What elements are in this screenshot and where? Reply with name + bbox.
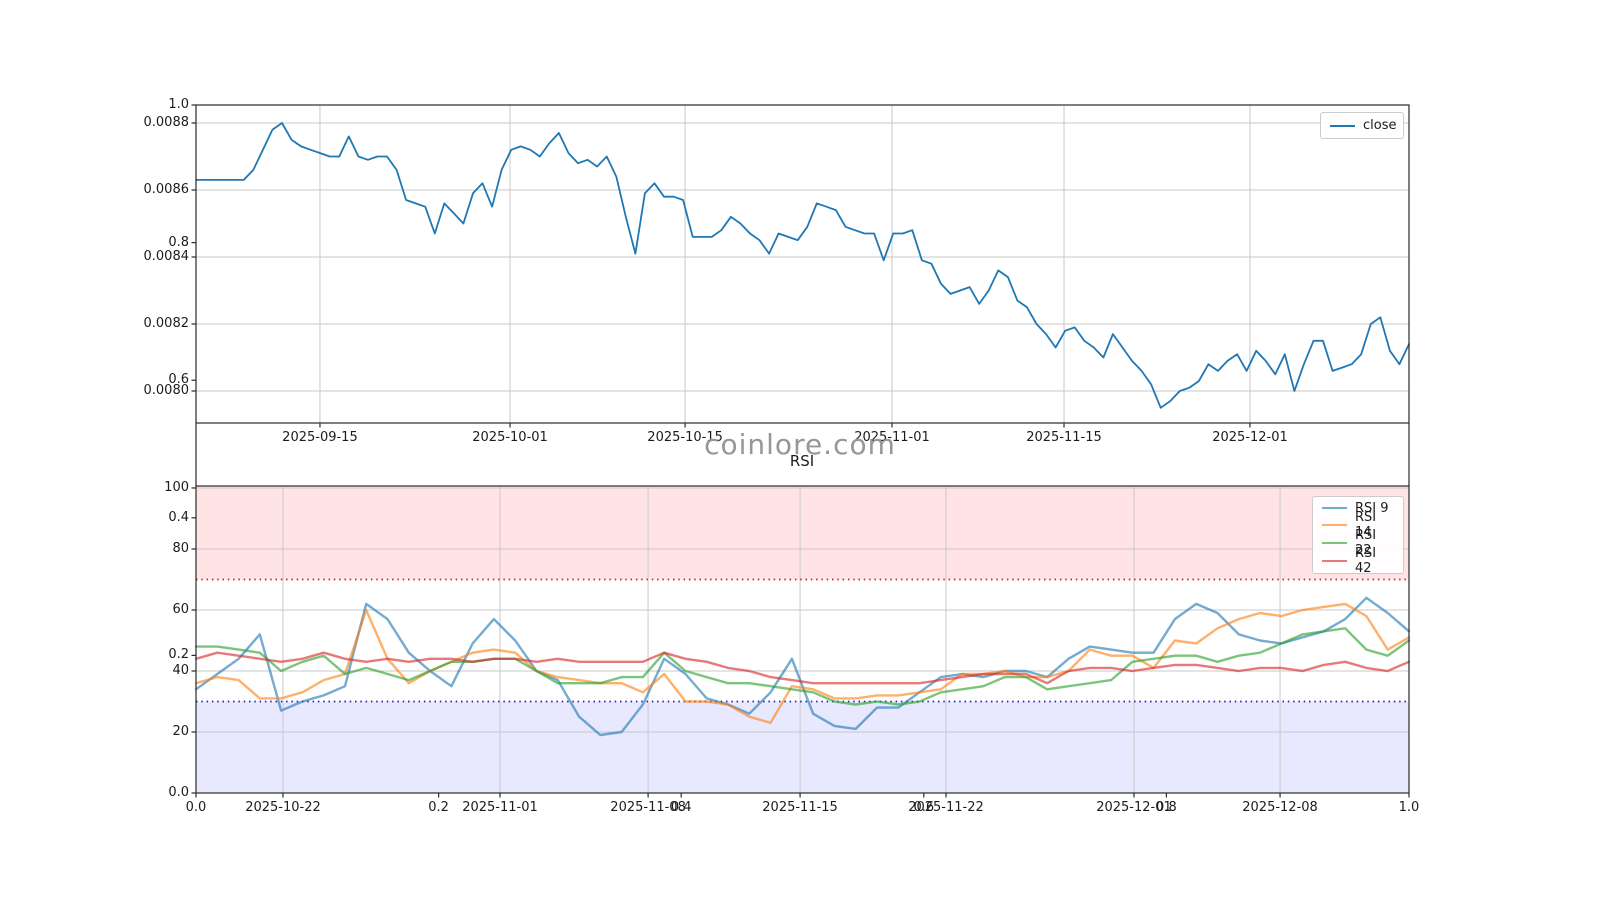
legend-row-rsi14: RSI 14 xyxy=(1322,510,1394,540)
legend-row-close: close xyxy=(1330,117,1397,134)
legend-row-rsi42: RSI 42 xyxy=(1322,546,1394,576)
rsi-panel-title: RSI xyxy=(789,452,815,470)
legend-row-rsi9: RSI 9 xyxy=(1322,501,1394,516)
rsi22-legend-label: RSI 22 xyxy=(1355,527,1377,558)
rsi14-legend-label: RSI 14 xyxy=(1355,509,1377,540)
watermark: coinlore.com xyxy=(704,428,896,461)
rsi42-legend-label: RSI 42 xyxy=(1355,545,1377,576)
close-legend-label: close xyxy=(1363,118,1397,133)
rsi9-line-swatch xyxy=(1322,507,1347,509)
rsi14-line-swatch xyxy=(1322,523,1347,526)
close-line-swatch xyxy=(1330,124,1355,127)
price-legend: close xyxy=(1320,112,1404,139)
rsi9-legend-label: RSI 9 xyxy=(1355,500,1389,516)
rsi22-line-swatch xyxy=(1322,541,1347,544)
legend-row-rsi22: RSI 22 xyxy=(1322,528,1394,558)
rsi42-line-swatch xyxy=(1322,559,1347,562)
rsi-legend: RSI 9 RSI 14 RSI 22 RSI 42 xyxy=(1312,496,1404,576)
